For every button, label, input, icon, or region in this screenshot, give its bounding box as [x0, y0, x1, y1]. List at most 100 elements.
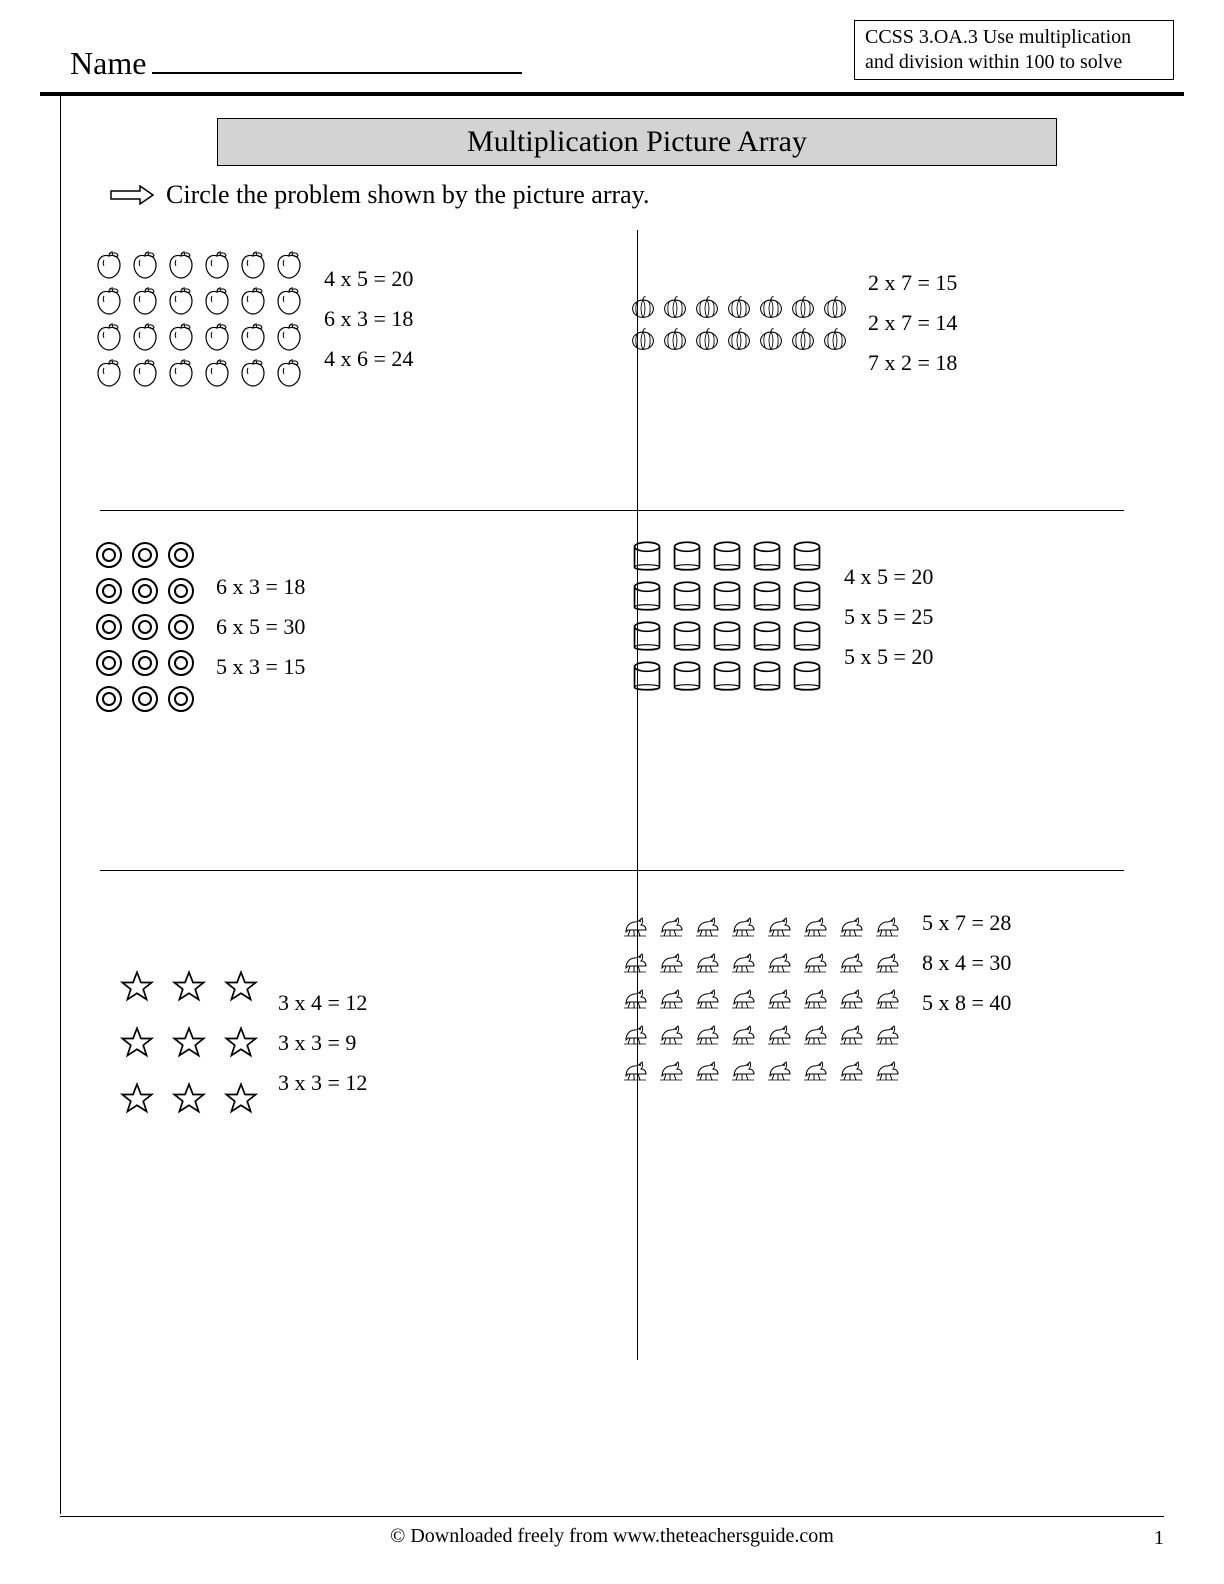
bird-icon [872, 1054, 902, 1084]
can-icon [630, 540, 664, 574]
can-icon [710, 660, 744, 694]
pumpkin-icon [630, 294, 656, 320]
bird-icon [836, 910, 866, 940]
name-field: Name [70, 45, 522, 82]
array-row [620, 1018, 902, 1048]
array-row [94, 576, 196, 606]
pumpkin-icon [790, 294, 816, 320]
answer-option[interactable]: 6 x 3 = 18 [324, 306, 413, 332]
answer-option[interactable]: 6 x 3 = 18 [216, 574, 305, 600]
can-icon [670, 660, 704, 694]
answer-option[interactable]: 2 x 7 = 15 [868, 270, 957, 296]
circle-icon [94, 612, 124, 642]
bird-icon [728, 1018, 758, 1048]
circle-icon [130, 576, 160, 606]
circle-icon [166, 684, 196, 714]
apple-icon [130, 250, 160, 280]
array-row [620, 982, 902, 1012]
header-rule [40, 92, 1184, 96]
apple-icon [94, 358, 124, 388]
array-row [120, 1026, 258, 1060]
can-icon [710, 540, 744, 574]
bird-icon [764, 910, 794, 940]
problem-grid: 4 x 5 = 20 6 x 3 = 18 4 x 6 = 24 2 x 7 = 1… [90, 230, 1184, 1380]
page-number: 1 [1154, 1527, 1164, 1550]
array-row [94, 648, 196, 678]
answer-options: 5 x 7 = 28 8 x 4 = 30 5 x 8 = 40 [922, 910, 1011, 1016]
bird-icon [764, 1018, 794, 1048]
circle-icon [94, 576, 124, 606]
apple-icon [202, 286, 232, 316]
array-row [94, 540, 196, 570]
footer-text: © Downloaded freely from www.theteachers… [390, 1525, 834, 1548]
array-row [94, 358, 304, 388]
apple-icon [94, 286, 124, 316]
can-icon [630, 620, 664, 654]
bird-icon [620, 910, 650, 940]
array-row [620, 910, 902, 940]
footer: © Downloaded freely from www.theteachers… [60, 1516, 1164, 1548]
bird-icon [728, 982, 758, 1012]
answer-option[interactable]: 5 x 8 = 40 [922, 990, 1011, 1016]
apple-icon [130, 322, 160, 352]
answer-option[interactable]: 2 x 7 = 14 [868, 310, 957, 336]
answer-option[interactable]: 6 x 5 = 30 [216, 614, 305, 640]
left-margin-rule [60, 96, 61, 1514]
grid-vertical-divider [637, 230, 638, 1360]
apple-icon [94, 250, 124, 280]
answer-option[interactable]: 8 x 4 = 30 [922, 950, 1011, 976]
answer-options: 2 x 7 = 15 2 x 7 = 14 7 x 2 = 18 [868, 270, 957, 376]
bird-icon [800, 946, 830, 976]
answer-option[interactable]: 5 x 5 = 25 [844, 604, 933, 630]
answer-option[interactable]: 4 x 5 = 20 [324, 266, 413, 292]
circle-icon [94, 540, 124, 570]
picture-array [630, 540, 824, 694]
answer-options: 4 x 5 = 20 5 x 5 = 25 5 x 5 = 20 [844, 564, 933, 670]
ccss-standard-box: CCSS 3.OA.3 Use multiplication and divis… [854, 20, 1174, 80]
name-blank-line[interactable] [152, 48, 522, 74]
problem-cell: 2 x 7 = 15 2 x 7 = 14 7 x 2 = 18 [630, 270, 957, 376]
answer-option[interactable]: 3 x 3 = 9 [278, 1030, 367, 1056]
star-icon [172, 1026, 206, 1060]
apple-icon [166, 250, 196, 280]
pumpkin-icon [758, 326, 784, 352]
answer-options: 4 x 5 = 20 6 x 3 = 18 4 x 6 = 24 [324, 266, 413, 372]
apple-icon [166, 322, 196, 352]
circle-icon [130, 612, 160, 642]
answer-option[interactable]: 5 x 5 = 20 [844, 644, 933, 670]
apple-icon [130, 358, 160, 388]
bird-icon [836, 946, 866, 976]
bird-icon [872, 982, 902, 1012]
answer-option[interactable]: 3 x 4 = 12 [278, 990, 367, 1016]
bird-icon [692, 946, 722, 976]
pumpkin-icon [822, 326, 848, 352]
bird-icon [692, 910, 722, 940]
bird-icon [656, 1054, 686, 1084]
circle-icon [166, 540, 196, 570]
answer-option[interactable]: 3 x 3 = 12 [278, 1070, 367, 1096]
instruction-text: Circle the problem shown by the picture … [166, 180, 650, 210]
problem-cell: 4 x 5 = 20 5 x 5 = 25 5 x 5 = 20 [630, 540, 933, 694]
array-row [94, 684, 196, 714]
answer-option[interactable]: 4 x 5 = 20 [844, 564, 933, 590]
answer-option[interactable]: 5 x 3 = 15 [216, 654, 305, 680]
circle-icon [166, 612, 196, 642]
answer-option[interactable]: 7 x 2 = 18 [868, 350, 957, 376]
apple-icon [130, 286, 160, 316]
bird-icon [656, 910, 686, 940]
bird-icon [728, 910, 758, 940]
bird-icon [872, 910, 902, 940]
array-row [630, 660, 824, 694]
pumpkin-icon [694, 294, 720, 320]
can-icon [630, 580, 664, 614]
star-icon [120, 1026, 154, 1060]
answer-option[interactable]: 4 x 6 = 24 [324, 346, 413, 372]
bird-icon [872, 1018, 902, 1048]
star-icon [120, 1082, 154, 1116]
problem-cell: 4 x 5 = 20 6 x 3 = 18 4 x 6 = 24 [94, 250, 413, 388]
circle-icon [94, 684, 124, 714]
can-icon [750, 580, 784, 614]
star-icon [224, 1082, 258, 1116]
bird-icon [800, 1054, 830, 1084]
answer-option[interactable]: 5 x 7 = 28 [922, 910, 1011, 936]
